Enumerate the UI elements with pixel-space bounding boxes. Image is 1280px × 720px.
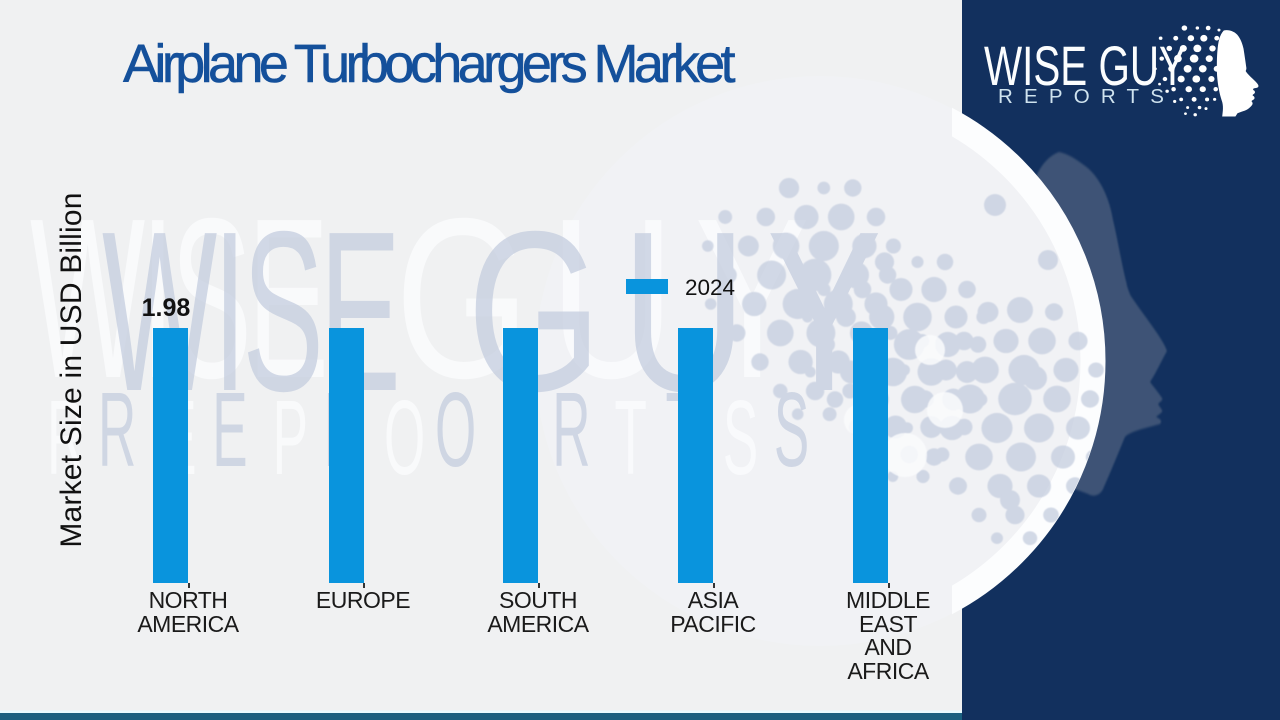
svg-text:GUY: GUY xyxy=(395,171,830,425)
svg-text:REPORTS: REPORTS xyxy=(98,370,885,489)
svg-text:WISE GUY: WISE GUY xyxy=(984,34,1186,97)
svg-text:REPORTS: REPORTS xyxy=(998,85,1175,108)
